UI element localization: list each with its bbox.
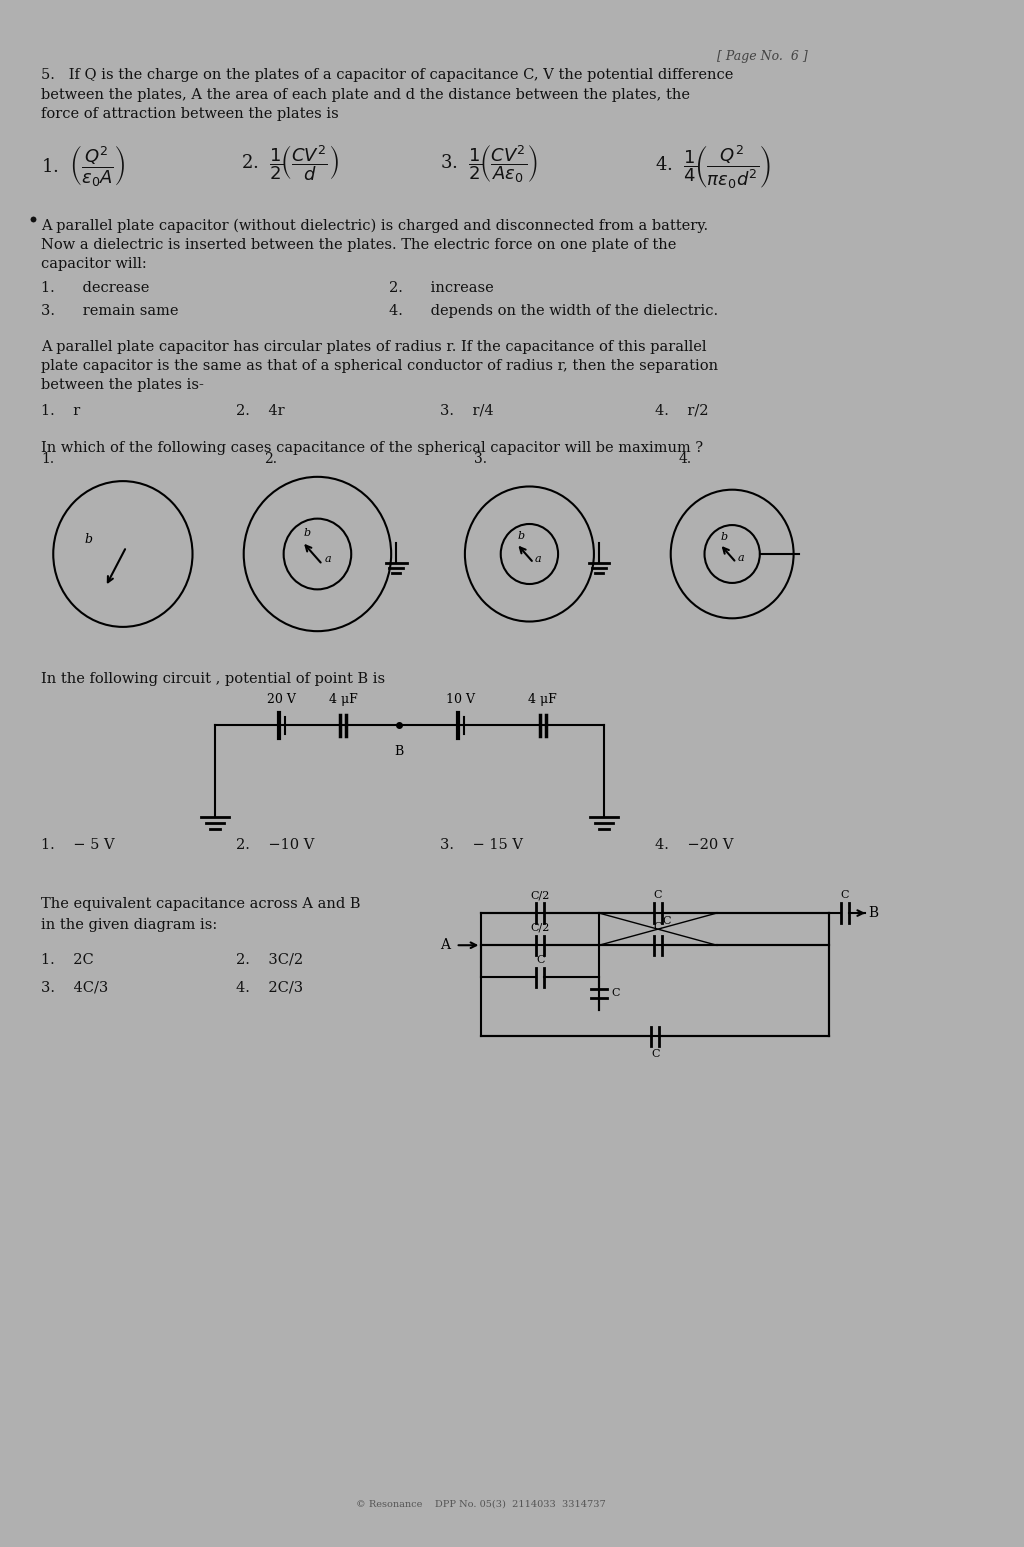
Text: In which of the following cases capacitance of the spherical capacitor will be m: In which of the following cases capacita… — [41, 441, 703, 455]
Text: force of attraction between the plates is: force of attraction between the plates i… — [41, 107, 339, 121]
Text: capacitor will:: capacitor will: — [41, 257, 146, 271]
Text: B: B — [394, 744, 404, 758]
Text: 3.      remain same: 3. remain same — [41, 305, 178, 319]
Text: © Resonance    DPP No. 05(3)  2114033  3314737: © Resonance DPP No. 05(3) 2114033 331473… — [356, 1499, 606, 1508]
Text: 1.    2C: 1. 2C — [41, 953, 94, 967]
Text: C/2: C/2 — [530, 922, 550, 933]
Text: 3.    r/4: 3. r/4 — [440, 404, 494, 418]
Text: in the given diagram is:: in the given diagram is: — [41, 919, 217, 933]
Text: 4 μF: 4 μF — [528, 693, 557, 705]
Text: a: a — [325, 554, 331, 565]
Text: Now a dielectric is inserted between the plates. The electric force on one plate: Now a dielectric is inserted between the… — [41, 238, 676, 252]
Text: 2.      increase: 2. increase — [389, 280, 494, 294]
Text: 5.   If Q is the charge on the plates of a capacitor of capacitance C, V the pot: 5. If Q is the charge on the plates of a… — [41, 68, 733, 82]
Text: a: a — [535, 554, 542, 563]
Text: 4.: 4. — [679, 452, 692, 466]
Text: 1.  $\left(\dfrac{Q^2}{\varepsilon_0 A}\right)$: 1. $\left(\dfrac{Q^2}{\varepsilon_0 A}\r… — [41, 144, 125, 189]
Text: [ Page No.  6 ]: [ Page No. 6 ] — [717, 50, 808, 63]
Text: 3.  $\dfrac{1}{2}\!\left(\dfrac{CV^2}{A\varepsilon_0}\right)$: 3. $\dfrac{1}{2}\!\left(\dfrac{CV^2}{A\v… — [440, 144, 538, 186]
Text: C: C — [841, 890, 849, 900]
Text: 2.  $\dfrac{1}{2}\!\left(\dfrac{CV^2}{d}\right)$: 2. $\dfrac{1}{2}\!\left(\dfrac{CV^2}{d}\… — [241, 144, 339, 183]
Text: C: C — [611, 989, 620, 998]
Text: 4 μF: 4 μF — [329, 693, 357, 705]
Text: b: b — [517, 531, 524, 541]
Text: 3.: 3. — [474, 452, 487, 466]
Text: B: B — [868, 907, 879, 920]
Text: b: b — [304, 528, 311, 538]
Text: 10 V: 10 V — [446, 693, 475, 705]
Text: C: C — [653, 890, 663, 900]
Text: 4.  $\dfrac{1}{4}\!\left(\dfrac{Q^2}{\pi\varepsilon_0 d^2}\right)$: 4. $\dfrac{1}{4}\!\left(\dfrac{Q^2}{\pi\… — [655, 144, 771, 190]
Text: 2.    4r: 2. 4r — [236, 404, 284, 418]
Text: 4.    −20 V: 4. −20 V — [655, 838, 734, 852]
Text: In the following circuit , potential of point B is: In the following circuit , potential of … — [41, 671, 385, 685]
Text: a: a — [737, 554, 743, 563]
Text: 2.: 2. — [264, 452, 278, 466]
Text: A: A — [440, 937, 451, 953]
Text: A parallel plate capacitor (without dielectric) is charged and disconnected from: A parallel plate capacitor (without diel… — [41, 218, 708, 234]
Text: 1.    − 5 V: 1. − 5 V — [41, 838, 115, 852]
Text: C: C — [651, 1049, 659, 1060]
Text: 1.: 1. — [41, 452, 54, 466]
Text: b: b — [84, 532, 92, 546]
Text: 1.      decrease: 1. decrease — [41, 280, 150, 294]
Text: b: b — [720, 532, 727, 541]
Text: C: C — [536, 954, 545, 964]
Text: between the plates is-: between the plates is- — [41, 377, 204, 393]
Text: 2.    3C/2: 2. 3C/2 — [236, 953, 303, 967]
Text: 20 V: 20 V — [267, 693, 296, 705]
Text: 4.      depends on the width of the dielectric.: 4. depends on the width of the dielectri… — [389, 305, 718, 319]
Text: 4.    2C/3: 4. 2C/3 — [236, 981, 303, 995]
Text: 3.    4C/3: 3. 4C/3 — [41, 981, 109, 995]
Text: plate capacitor is the same as that of a spherical conductor of radius r, then t: plate capacitor is the same as that of a… — [41, 359, 718, 373]
Text: C: C — [653, 922, 663, 933]
Text: The equivalent capacitance across A and B: The equivalent capacitance across A and … — [41, 897, 360, 911]
Text: 4.    r/2: 4. r/2 — [655, 404, 709, 418]
Text: C/2: C/2 — [530, 890, 550, 900]
Text: 1.    r: 1. r — [41, 404, 80, 418]
Text: C: C — [663, 916, 671, 925]
Text: between the plates, A the area of each plate and d the distance between the plat: between the plates, A the area of each p… — [41, 88, 690, 102]
Text: A parallel plate capacitor has circular plates of radius r. If the capacitance o: A parallel plate capacitor has circular … — [41, 340, 707, 354]
Text: 3.    − 15 V: 3. − 15 V — [440, 838, 523, 852]
Text: 2.    −10 V: 2. −10 V — [236, 838, 314, 852]
